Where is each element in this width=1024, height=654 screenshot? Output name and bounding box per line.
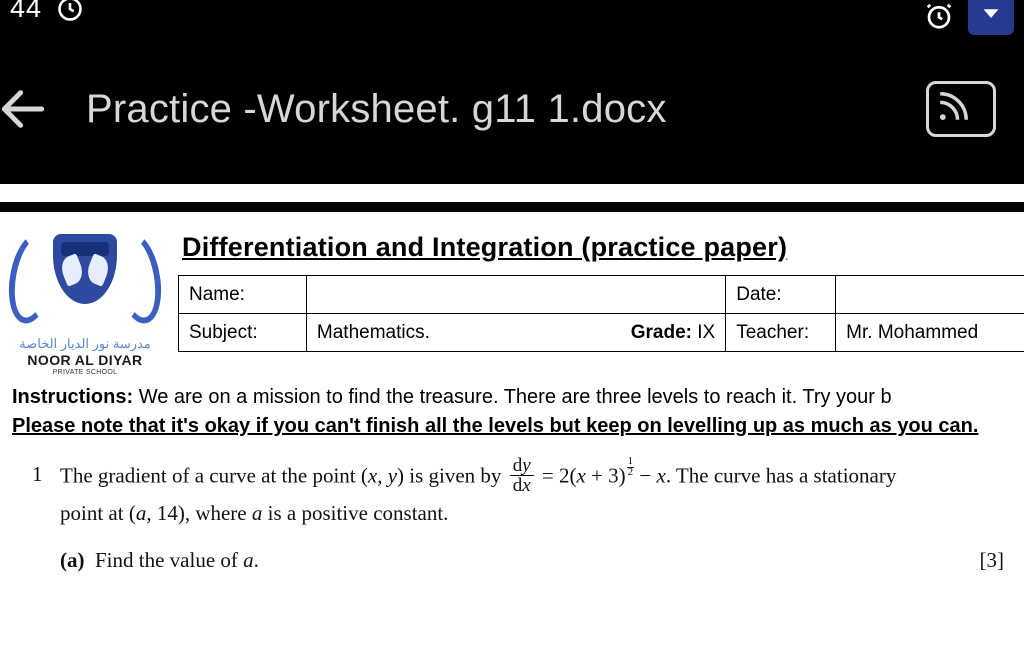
viewport: 44 Practi [0,0,1024,654]
android-status-bar: 44 [0,0,1024,34]
grade-label: Grade: [631,322,692,343]
instructions-note: Please note that it's okay if you can't … [12,413,978,440]
part-a-marks: [3] [980,544,1005,577]
instructions-body: We are on a mission to find the treasure… [139,386,892,408]
doc-header: مدرسة نور الديار الخاصة NOOR AL DIYAR PR… [6,230,1018,376]
clock-icon [56,0,84,23]
subject-label: Subject: [179,314,307,352]
status-time-partial: 44 [10,0,42,22]
logo-english: NOOR AL DIYAR [10,352,160,368]
date-label: Date: [726,276,836,314]
question-1: 1 The gradient of a curve at the point (… [60,458,1018,576]
q1-line2: point at (a, 14), where a is a positive … [60,497,1012,530]
instructions: Instructions: We are on a mission to fin… [12,384,1016,440]
dropdown-chip[interactable] [968,0,1014,35]
divider [0,184,1024,202]
divider [0,202,1024,212]
name-label: Name: [179,276,307,314]
q1-line1: The gradient of a curve at the point (x,… [60,458,1012,497]
teacher-label: Teacher: [726,314,836,352]
cast-button[interactable] [926,81,996,137]
q1-number: 1 [32,458,43,491]
instructions-lead: Instructions: [12,386,133,408]
subject-grade-cell: Mathematics. Grade: IX [306,314,725,352]
status-left: 44 [10,0,84,23]
table-row: Subject: Mathematics. Grade: IX Teacher:… [179,314,1024,352]
app-title-bar: Practice -Worksheet. g11 1.docx [0,34,1024,184]
exponent-half: 12 [627,457,635,478]
teacher-value: Mr. Mohammed [836,314,1024,352]
part-a-label: (a) [60,548,85,572]
subject-value: Mathematics. [317,322,430,343]
q1-part-a: (a) Find the value of a. [3] [60,544,1012,577]
logo-arabic: مدرسة نور الديار الخاصة [10,336,160,352]
date-value [836,276,1024,314]
info-table: Name: Date: Subject: Mathematics. Grade:… [178,275,1024,352]
dy-dx: dy dx [510,456,534,495]
doc-header-right: Differentiation and Integration (practic… [178,230,1024,352]
worksheet-title: Differentiation and Integration (practic… [182,232,1024,263]
logo-emblem [20,234,150,334]
table-row: Name: Date: [179,276,1024,314]
grade-value: IX [697,322,715,343]
logo-sub: PRIVATE SCHOOL [10,369,160,376]
name-value [306,276,725,314]
document-page: مدرسة نور الديار الخاصة NOOR AL DIYAR PR… [0,212,1024,576]
part-a-text: Find the value of a. [95,548,259,572]
school-logo: مدرسة نور الديار الخاصة NOOR AL DIYAR PR… [10,230,160,376]
alarm-icon [924,1,954,31]
status-right [924,0,1014,35]
document-title: Practice -Worksheet. g11 1.docx [86,87,900,132]
back-button[interactable] [0,72,60,146]
